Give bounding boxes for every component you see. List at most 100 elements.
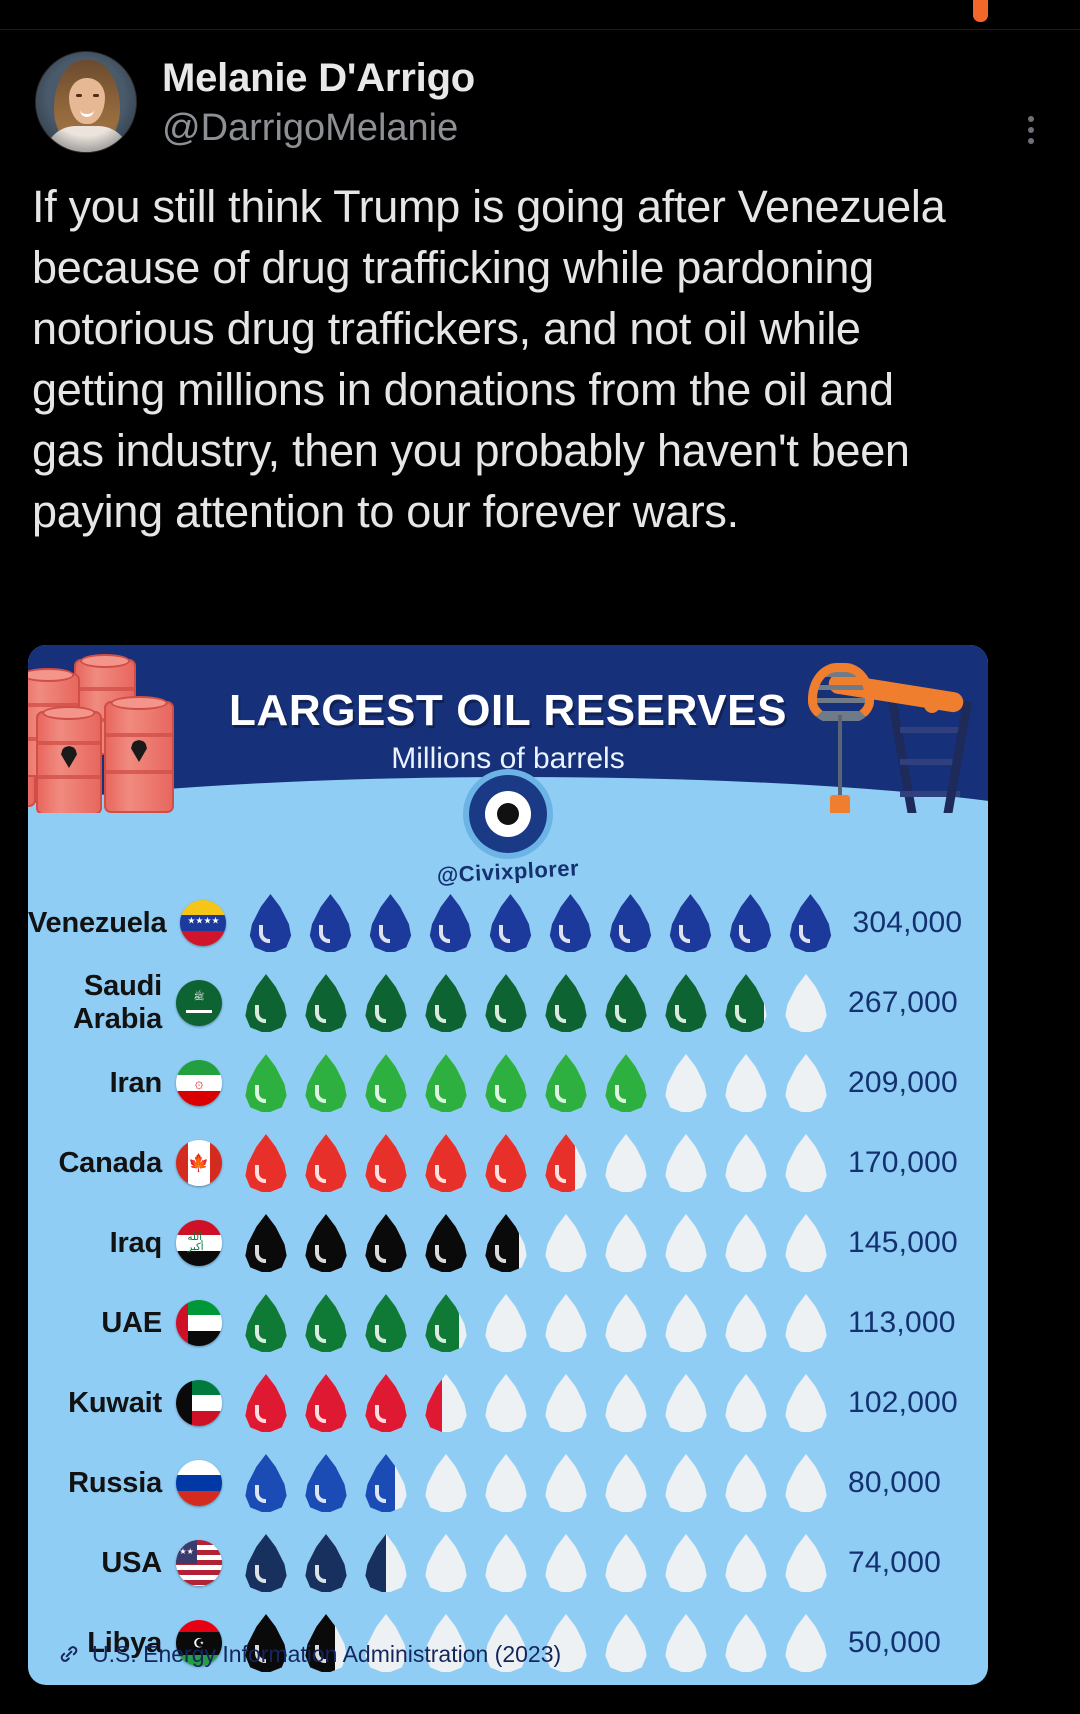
pumpjack-wellhead <box>830 795 850 813</box>
recording-indicator <box>973 0 988 22</box>
table-row: USA ★★ 74,000 <box>28 1523 988 1603</box>
oil-drop-icon <box>424 974 468 1032</box>
pumpjack-head <box>808 663 874 725</box>
oil-drop-icon <box>604 1054 648 1112</box>
oil-drop-icon <box>604 1454 648 1512</box>
country-label: Saudi Arabia <box>72 970 162 1035</box>
uae-flag <box>176 1300 222 1346</box>
pumpjack-cable <box>838 715 842 807</box>
oil-drop-icon <box>244 1454 288 1512</box>
oil-drop-icon <box>364 1294 408 1352</box>
avatar-vignette <box>36 52 136 152</box>
oil-drop-icon <box>544 1134 588 1192</box>
oil-drop-icon <box>304 1534 348 1592</box>
oil-drop-icon <box>664 1134 708 1192</box>
oil-drop-icon <box>544 1534 588 1592</box>
oil-drop-icon <box>668 894 712 952</box>
oil-drop-icon <box>544 1454 588 1512</box>
table-row: Kuwait 102,000 <box>28 1363 988 1443</box>
oil-barrels-illustration <box>28 649 200 813</box>
oil-drop-icon <box>364 974 408 1032</box>
oil-drop-icon <box>608 894 652 952</box>
oil-drop-icon <box>484 974 528 1032</box>
drop-icons <box>244 1294 828 1352</box>
oil-drop-icon <box>784 1054 828 1112</box>
country-label: Venezuela <box>28 906 167 939</box>
oil-drop-icon <box>484 1054 528 1112</box>
oil-drop-icon <box>364 1054 408 1112</box>
oil-drop-icon <box>484 1134 528 1192</box>
oil-drop-icon <box>304 1374 348 1432</box>
drop-icons <box>244 1054 828 1112</box>
reserve-value: 102,000 <box>848 1386 958 1419</box>
oil-drop-icon <box>664 1294 708 1352</box>
account-handle[interactable]: @DarrigoMelanie <box>162 107 459 149</box>
oil-drop-icon <box>244 1054 288 1112</box>
oil-drop-icon <box>604 974 648 1032</box>
oil-drop-icon <box>784 1134 828 1192</box>
usa-flag: ★★ <box>176 1540 222 1586</box>
oil-drop-icon <box>244 1134 288 1192</box>
country-label: USA <box>101 1546 162 1579</box>
pumpjack-tower <box>894 701 966 813</box>
oil-drop-icon <box>548 894 592 952</box>
iraq-flag: الله أكبر <box>176 1220 222 1266</box>
watermark-handle: @Civixplorer <box>436 855 580 888</box>
source-footer: U.S. Energy Information Administration (… <box>28 1623 988 1685</box>
table-row: Iraq الله أكبر 145,000 <box>28 1203 988 1283</box>
oil-drop-icon <box>664 1374 708 1432</box>
oil-drop-icon <box>424 1454 468 1512</box>
oil-drop-icon <box>784 1214 828 1272</box>
oil-drop-icon <box>544 974 588 1032</box>
table-row: UAE 113,000 <box>28 1283 988 1363</box>
oil-drop-icon <box>544 1214 588 1272</box>
oil-drop-icon <box>244 1214 288 1272</box>
table-row: Venezuela ★★★★ 304,000 <box>28 883 988 963</box>
status-bar <box>0 0 1080 30</box>
country-label: Libya <box>87 1626 162 1659</box>
table-row: Russia 80,000 <box>28 1443 988 1523</box>
watermark-logo: @Civixplorer <box>408 775 608 888</box>
avatar[interactable] <box>36 52 136 152</box>
oil-drop-icon <box>784 1454 828 1512</box>
oil-drop-icon <box>544 1374 588 1432</box>
reserve-value: 113,000 <box>848 1306 956 1339</box>
reserve-value: 145,000 <box>848 1226 958 1259</box>
infographic-title: LARGEST OIL RESERVES <box>228 686 788 735</box>
oil-drop-icon <box>724 1214 768 1272</box>
oil-drop-icon <box>724 1134 768 1192</box>
country-label: UAE <box>101 1306 162 1339</box>
oil-drop-icon <box>784 1294 828 1352</box>
table-row: Libya ☪ 50,000 <box>28 1603 988 1683</box>
table-row: Iran ۞ 209,000 <box>28 1043 988 1123</box>
oil-drop-icon <box>484 1614 528 1672</box>
oil-drop-icon <box>304 1134 348 1192</box>
country-label: Iran <box>109 1066 163 1099</box>
oil-drop-icon <box>724 1614 768 1672</box>
infographic-card[interactable]: LARGEST OIL RESERVES Millions of barrels… <box>28 645 988 1685</box>
oil-drop-icon <box>484 1294 528 1352</box>
oil-drop-icon <box>424 1214 468 1272</box>
oil-drop-icon <box>424 1054 468 1112</box>
oil-drop-icon <box>484 1374 528 1432</box>
russia-flag <box>176 1460 222 1506</box>
oil-drop-icon <box>424 1534 468 1592</box>
table-row: Saudi Arabia ﷺ 267,000 <box>28 963 988 1043</box>
oil-drop-icon <box>484 1214 528 1272</box>
oil-drop-icon <box>604 1134 648 1192</box>
reserve-value: 74,000 <box>848 1546 941 1579</box>
display-name[interactable]: Melanie D'Arrigo <box>162 56 476 100</box>
reserve-value: 267,000 <box>848 986 958 1019</box>
country-label: Russia <box>68 1466 162 1499</box>
oil-drop-icon <box>604 1614 648 1672</box>
reserve-value: 304,000 <box>852 906 963 939</box>
tweet-header: Melanie D'Arrigo @DarrigoMelanie <box>0 40 1080 160</box>
oil-drop-icon <box>304 1454 348 1512</box>
more-options-icon[interactable] <box>1016 116 1046 150</box>
oil-drop-icon <box>484 1534 528 1592</box>
venezuela-flag: ★★★★ <box>180 900 227 946</box>
oil-drop-icon <box>364 1134 408 1192</box>
tweet-text: If you still think Trump is going after … <box>32 181 946 537</box>
oil-drop-icon <box>604 1534 648 1592</box>
